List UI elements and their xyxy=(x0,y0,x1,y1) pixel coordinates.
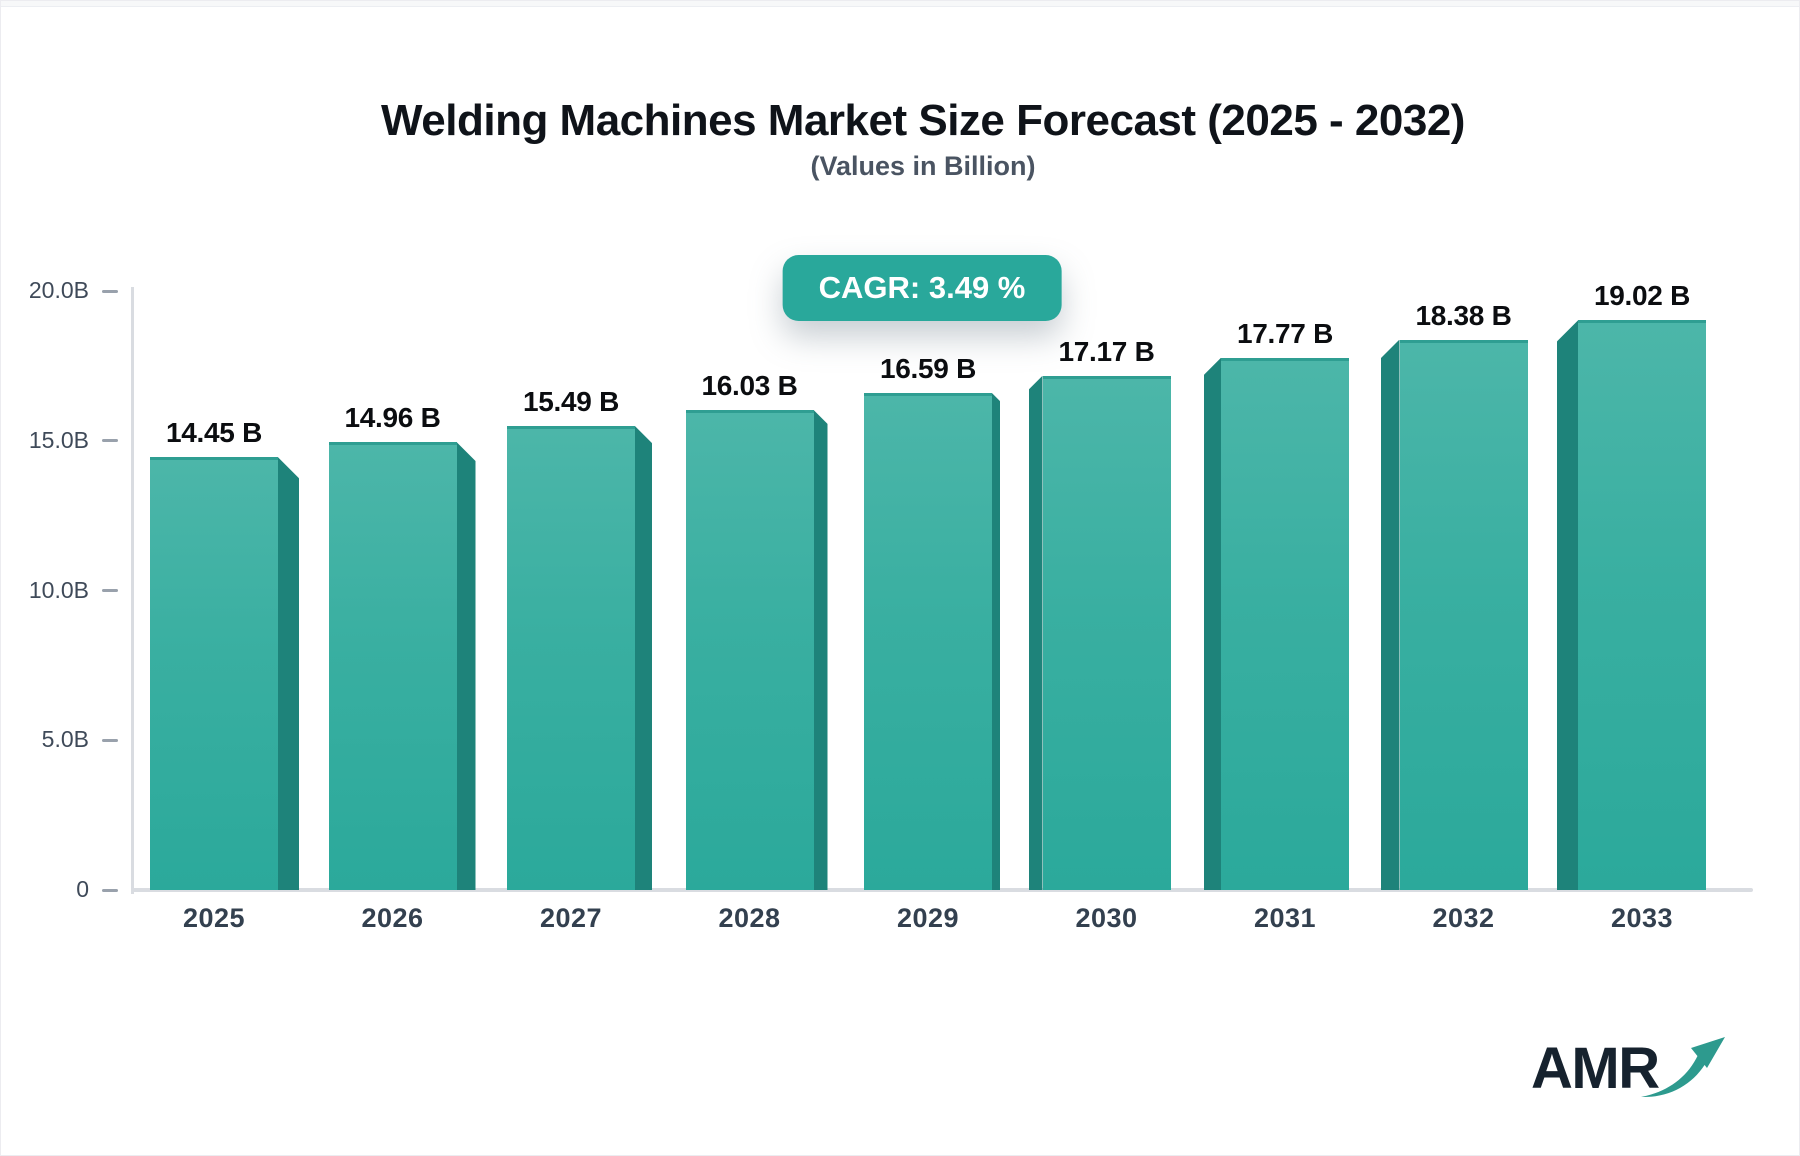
bar-side-2027 xyxy=(635,426,652,890)
bar-side-2025 xyxy=(278,457,299,890)
bar-side-2029 xyxy=(992,393,1000,890)
x-tick-label-2026: 2026 xyxy=(361,903,424,933)
y-axis-line xyxy=(131,287,134,894)
bar-side-2031 xyxy=(1204,357,1221,890)
chart-title: Welding Machines Market Size Forecast (2… xyxy=(381,96,1465,145)
chart-subtitle: (Values in Billion) xyxy=(810,151,1036,181)
y-tick-mark xyxy=(102,888,118,892)
x-tick-label-2032: 2032 xyxy=(1432,903,1495,933)
x-axis-baseline xyxy=(131,888,1753,892)
bar-2028[interactable] xyxy=(685,409,828,890)
bar-2032[interactable] xyxy=(1380,339,1528,890)
bar-side-2030 xyxy=(1028,375,1043,890)
bar-value-label-2033: 19.02 B xyxy=(1594,280,1690,312)
bar-side-2033 xyxy=(1557,320,1578,890)
bar-value-label-2032: 18.38 B xyxy=(1415,299,1512,331)
bar-value-label-2029: 16.59 B xyxy=(880,353,976,385)
bar-2031[interactable] xyxy=(1204,357,1349,890)
bar-side-2028 xyxy=(813,409,828,890)
x-tick-label-2025: 2025 xyxy=(182,903,246,933)
brand-logo-text: AMR xyxy=(1531,1036,1660,1101)
bar-face-2029 xyxy=(864,393,992,890)
bar-face-2032 xyxy=(1399,339,1528,890)
y-tick-mark xyxy=(102,738,118,742)
bar-face-2031 xyxy=(1221,357,1349,890)
bar-value-label-2026: 14.96 B xyxy=(344,401,441,433)
y-tick-label-0: 0 xyxy=(76,876,89,902)
bar-value-label-2028: 16.03 B xyxy=(701,369,798,401)
x-tick-label-2031: 2031 xyxy=(1253,903,1317,933)
y-tick-mark xyxy=(102,289,118,293)
bar-face-2028 xyxy=(685,409,814,890)
brand-logo: AMR xyxy=(1531,1035,1731,1125)
y-tick-label-10.0B: 10.0B xyxy=(28,576,89,603)
bar-2025[interactable] xyxy=(150,457,299,890)
y-tick-label-5.0B: 5.0B xyxy=(41,726,89,753)
bar-value-label-2031: 17.77 B xyxy=(1237,317,1333,349)
bar-value-label-2025: 14.45 B xyxy=(166,417,262,449)
bar-face-2026 xyxy=(328,441,457,890)
y-tick-mark xyxy=(102,589,118,592)
cagr-badge: CAGR: 3.49 % xyxy=(782,255,1062,321)
bar-side-2032 xyxy=(1380,339,1400,890)
bar-2027[interactable] xyxy=(507,426,652,890)
x-tick-label-2033: 2033 xyxy=(1610,903,1674,933)
bar-2026[interactable] xyxy=(328,441,476,890)
x-tick-label-2028: 2028 xyxy=(718,903,781,933)
top-band xyxy=(1,1,1799,7)
bar-face-2027 xyxy=(507,426,635,890)
y-tick-label-20.0B: 20.0B xyxy=(28,277,89,303)
y-tick-label-15.0B: 15.0B xyxy=(28,426,89,453)
bar-2029[interactable] xyxy=(864,393,1000,890)
x-tick-label-2029: 2029 xyxy=(896,903,960,933)
bar-side-2026 xyxy=(456,441,476,890)
bar-2033[interactable] xyxy=(1557,320,1706,890)
growth-arrow-icon xyxy=(1641,1037,1725,1098)
y-tick-mark xyxy=(102,439,118,443)
bar-face-2025 xyxy=(150,457,278,890)
bar-face-2033 xyxy=(1578,320,1706,890)
bar-face-2030 xyxy=(1042,375,1171,890)
x-tick-label-2030: 2030 xyxy=(1075,903,1138,933)
x-tick-label-2027: 2027 xyxy=(539,903,603,933)
bar-value-label-2027: 15.49 B xyxy=(523,386,619,418)
bar-2030[interactable] xyxy=(1028,375,1171,890)
bar-value-label-2030: 17.17 B xyxy=(1058,335,1155,367)
